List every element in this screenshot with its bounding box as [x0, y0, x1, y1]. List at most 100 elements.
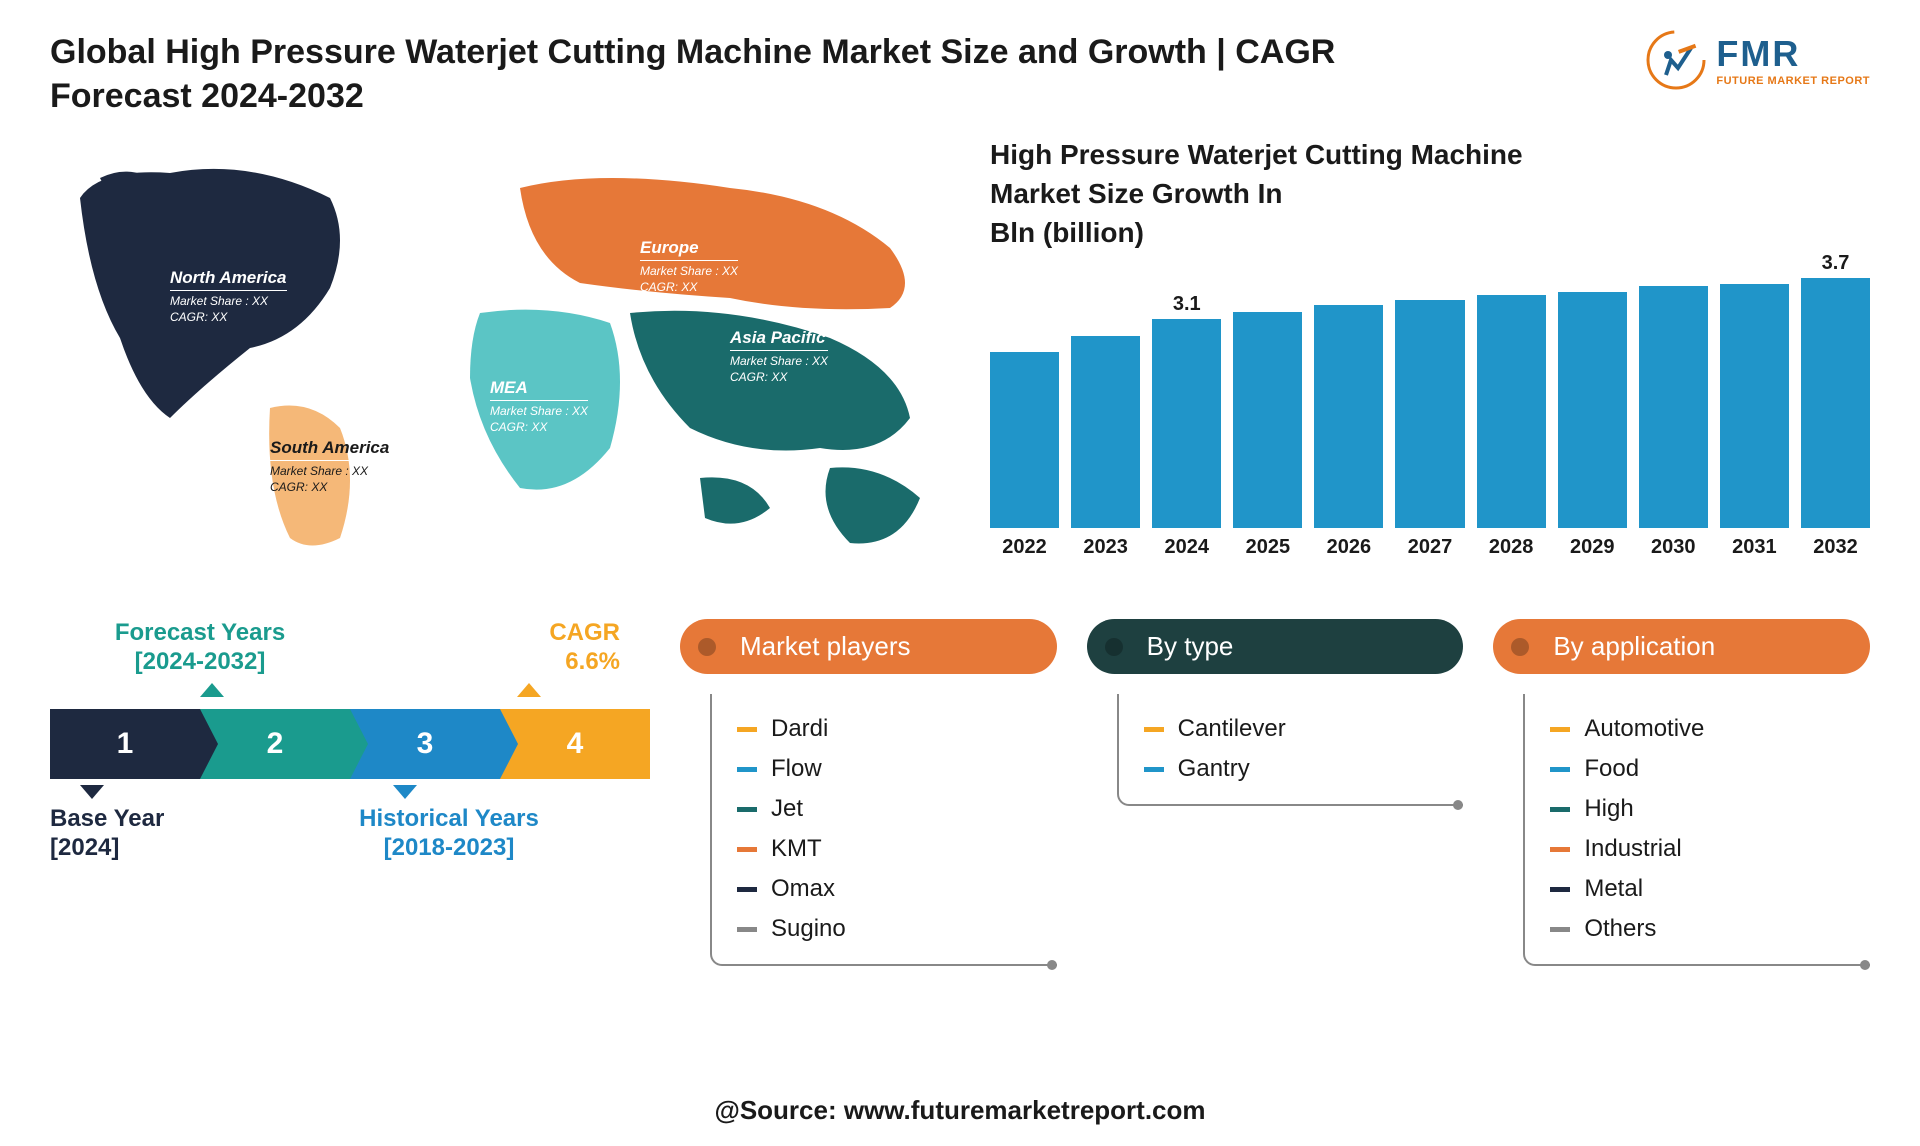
bar	[1233, 312, 1302, 528]
bar-col: 2030	[1639, 286, 1708, 559]
bar	[1314, 305, 1383, 528]
item-marker	[1550, 767, 1570, 772]
timeline-seg-3: 3	[350, 709, 500, 779]
category-list: Dardi Flow Jet KMT Omax Sugino	[710, 694, 1057, 966]
cagr-value: 6.6%	[350, 648, 620, 677]
hist-label: Historical Years	[248, 805, 650, 834]
item-text: Omax	[771, 875, 835, 903]
item-text: Sugino	[771, 915, 846, 943]
item-text: Cantilever	[1178, 715, 1286, 743]
logo-text-main: FMR	[1716, 33, 1870, 75]
hist-range: [2018-2023]	[248, 834, 650, 863]
bar-col: 2027	[1395, 300, 1464, 559]
item-text: High	[1584, 795, 1633, 823]
world-map: North AmericaMarket Share : XXCAGR: XX So…	[50, 138, 950, 558]
bar-col: 2026	[1314, 305, 1383, 559]
item-text: Flow	[771, 755, 822, 783]
bar	[1071, 336, 1140, 529]
bar-col: 2029	[1558, 292, 1627, 559]
region-label: EuropeMarket Share : XXCAGR: XX	[640, 238, 738, 295]
bar-col: 2025	[1233, 312, 1302, 559]
item-text: Dardi	[771, 715, 828, 743]
item-text: Jet	[771, 795, 803, 823]
list-item: Omax	[737, 869, 1057, 909]
item-text: Gantry	[1178, 755, 1250, 783]
bar-year: 2023	[1083, 536, 1128, 559]
bar-year: 2028	[1489, 536, 1534, 559]
market-players-col: Market players Dardi Flow Jet KMT Omax Sugino	[680, 619, 1057, 966]
chart-title-1: High Pressure Waterjet Cutting Machine	[990, 138, 1870, 172]
item-text: Metal	[1584, 875, 1643, 903]
category-list: Automotive Food High Industrial Metal Others	[1523, 694, 1870, 966]
timeline-seg-4: 4	[500, 709, 650, 779]
list-item: Cantilever	[1144, 709, 1464, 749]
item-marker	[737, 847, 757, 852]
bar-year: 2030	[1651, 536, 1696, 559]
bar	[1477, 295, 1546, 528]
item-marker	[1550, 807, 1570, 812]
bar-col: 2023	[1071, 336, 1140, 560]
by-application-col: By application Automotive Food High Industri…	[1493, 619, 1870, 966]
source-attribution: @Source: www.futuremarketreport.com	[0, 1095, 1920, 1126]
bar-year: 2024	[1164, 536, 1209, 559]
bar-year: 2032	[1813, 536, 1858, 559]
item-marker	[1144, 767, 1164, 772]
bar-year: 2026	[1327, 536, 1372, 559]
chart-title-2: Market Size Growth In	[990, 177, 1870, 211]
item-marker	[737, 807, 757, 812]
list-item: Automotive	[1550, 709, 1870, 749]
by-type-col: By typeCantileverGantry	[1087, 619, 1464, 966]
item-text: KMT	[771, 835, 822, 863]
bar-year: 2029	[1570, 536, 1615, 559]
item-marker	[1550, 727, 1570, 732]
list-item: Dardi	[737, 709, 1057, 749]
bar-chart: High Pressure Waterjet Cutting Machine M…	[990, 138, 1870, 559]
list-item: Food	[1550, 749, 1870, 789]
item-marker	[1144, 727, 1164, 732]
bar-year: 2027	[1408, 536, 1453, 559]
item-marker	[1550, 887, 1570, 892]
region-label: South AmericaMarket Share : XXCAGR: XX	[270, 438, 389, 495]
timeline-seg-2: 2	[200, 709, 350, 779]
bar	[1720, 284, 1789, 529]
bar	[1801, 278, 1870, 528]
chart-title-3: Bln (billion)	[990, 216, 1870, 250]
base-range: [2024]	[50, 834, 248, 863]
region-label: North AmericaMarket Share : XXCAGR: XX	[170, 268, 287, 325]
item-marker	[737, 767, 757, 772]
item-text: Others	[1584, 915, 1656, 943]
bar	[1639, 286, 1708, 528]
bar-year: 2022	[1002, 536, 1047, 559]
list-item: High	[1550, 789, 1870, 829]
region-label: MEAMarket Share : XXCAGR: XX	[490, 378, 588, 435]
bar-col: 3.12024	[1152, 319, 1221, 559]
item-text: Industrial	[1584, 835, 1681, 863]
bar	[1558, 292, 1627, 528]
bar-col: 2022	[990, 352, 1059, 559]
category-pill: By application	[1493, 619, 1870, 674]
item-marker	[737, 727, 757, 732]
logo-icon	[1646, 30, 1706, 90]
region-label: Asia PacificMarket Share : XXCAGR: XX	[730, 328, 828, 385]
item-marker	[1550, 847, 1570, 852]
cagr-label: CAGR	[350, 619, 620, 648]
list-item: Industrial	[1550, 829, 1870, 869]
item-text: Food	[1584, 755, 1639, 783]
item-text: Automotive	[1584, 715, 1704, 743]
category-pill: Market players	[680, 619, 1057, 674]
base-label: Base Year	[50, 805, 248, 834]
forecast-range: [2024-2032]	[50, 648, 350, 677]
bar-year: 2025	[1246, 536, 1291, 559]
forecast-label: Forecast Years	[50, 619, 350, 648]
category-list: Cantilever Gantry	[1117, 694, 1464, 806]
list-item: Gantry	[1144, 749, 1464, 789]
bar-col: 2028	[1477, 295, 1546, 559]
bar-year: 2031	[1732, 536, 1777, 559]
list-item: Others	[1550, 909, 1870, 949]
item-marker	[737, 927, 757, 932]
list-item: Jet	[737, 789, 1057, 829]
list-item: Metal	[1550, 869, 1870, 909]
page-title: Global High Pressure Waterjet Cutting Ma…	[50, 30, 1350, 118]
timeline-seg-1: 1	[50, 709, 200, 779]
bar	[1152, 319, 1221, 528]
